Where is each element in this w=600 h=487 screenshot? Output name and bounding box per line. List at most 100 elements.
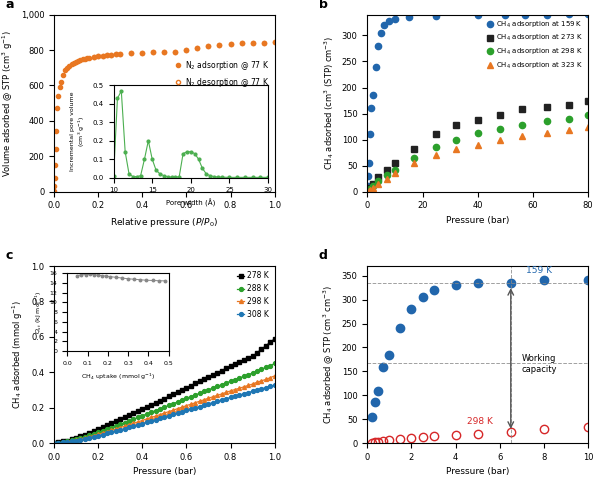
288 K	[99, 428, 106, 434]
N$_2$ adsorption @ 77 K	[112, 51, 119, 57]
CH$_4$ adsorption at 159 K	[365, 160, 373, 166]
N$_2$ desorption @ 77 K	[194, 45, 201, 51]
Legend: N$_2$ adsorption @ 77 K, N$_2$ desorption @ 77 K: N$_2$ adsorption @ 77 K, N$_2$ desorptio…	[173, 57, 271, 91]
CH$_4$ adsorption at 159 K	[474, 12, 481, 18]
Legend: 278 K, 288 K, 298 K, 308 K: 278 K, 288 K, 298 K, 308 K	[235, 270, 271, 320]
N$_2$ desorption @ 77 K	[116, 51, 124, 57]
N$_2$ adsorption @ 77 K	[139, 50, 146, 56]
CH$_4$ adsorption at 298 K	[565, 116, 572, 122]
Line: 288 K: 288 K	[52, 361, 277, 445]
N$_2$ adsorption @ 77 K	[249, 40, 256, 46]
CH$_4$ adsorption at 159 K	[391, 16, 398, 22]
N$_2$ adsorption @ 77 K	[59, 72, 67, 78]
N$_2$ adsorption @ 77 K	[81, 56, 88, 62]
Line: CH$_4$ adsorption at 298 K: CH$_4$ adsorption at 298 K	[365, 112, 591, 194]
N$_2$ adsorption @ 77 K	[70, 60, 77, 66]
288 K	[271, 360, 278, 366]
298 K	[99, 430, 106, 436]
CH$_4$ adsorption at 323 K	[452, 146, 459, 152]
298 K	[266, 375, 274, 380]
N$_2$ desorption @ 77 K	[99, 53, 106, 58]
CH$_4$ adsorption at 159 K	[364, 184, 371, 189]
N$_2$ adsorption @ 77 K	[79, 56, 86, 62]
CH$_4$ adsorption at 323 K	[383, 176, 390, 182]
278 K	[266, 339, 274, 345]
N$_2$ adsorption @ 77 K	[194, 45, 201, 51]
Line: N$_2$ desorption @ 77 K: N$_2$ desorption @ 77 K	[92, 40, 277, 59]
Line: 278 K: 278 K	[52, 337, 277, 445]
CH$_4$ adsorption at 273 K	[543, 104, 550, 110]
CH$_4$ adsorption at 298 K	[367, 186, 374, 192]
CH$_4$ adsorption at 159 K	[377, 30, 385, 36]
Text: Working
capacity: Working capacity	[522, 355, 557, 374]
CH$_4$ adsorption at 323 K	[496, 137, 503, 143]
CH$_4$ adsorption at 159 K	[543, 12, 550, 18]
CH$_4$ adsorption at 323 K	[543, 131, 550, 136]
CH$_4$ adsorption at 273 K	[383, 167, 390, 173]
CH$_4$ adsorption at 323 K	[369, 185, 376, 191]
N$_2$ adsorption @ 77 K	[68, 61, 75, 67]
308 K	[266, 383, 274, 389]
N$_2$ desorption @ 77 K	[216, 42, 223, 48]
308 K	[99, 432, 106, 438]
N$_2$ adsorption @ 77 K	[271, 39, 278, 45]
Text: b: b	[319, 0, 328, 11]
Text: 159 K: 159 K	[526, 266, 552, 275]
288 K	[50, 440, 58, 446]
298 K	[50, 440, 58, 446]
N$_2$ adsorption @ 77 K	[90, 54, 97, 60]
N$_2$ adsorption @ 77 K	[116, 51, 124, 57]
288 K	[209, 385, 217, 391]
Y-axis label: CH$_4$ adsorbed @ STP (cm$^3$ cm$^{-3}$): CH$_4$ adsorbed @ STP (cm$^3$ cm$^{-3}$)	[322, 285, 336, 424]
CH$_4$ adsorption at 298 K	[543, 118, 550, 124]
CH$_4$ adsorption at 298 K	[584, 112, 592, 117]
Y-axis label: Volume adsorbed @ STP (cm$^3$ g$^{-1}$): Volume adsorbed @ STP (cm$^3$ g$^{-1}$)	[1, 30, 15, 177]
N$_2$ adsorption @ 77 K	[54, 106, 61, 112]
CH$_4$ adsorption at 298 K	[433, 145, 440, 150]
N$_2$ desorption @ 77 K	[161, 49, 168, 55]
N$_2$ adsorption @ 77 K	[172, 49, 179, 55]
308 K	[209, 400, 217, 406]
CH$_4$ adsorption at 159 K	[380, 22, 388, 28]
298 K	[209, 394, 217, 400]
N$_2$ adsorption @ 77 K	[66, 63, 73, 69]
298 K	[116, 425, 124, 431]
CH$_4$ adsorption at 273 K	[452, 122, 459, 128]
CH$_4$ adsorption at 273 K	[375, 174, 382, 180]
CH$_4$ adsorption at 298 K	[375, 178, 382, 184]
CH$_4$ adsorption at 323 K	[375, 182, 382, 187]
N$_2$ desorption @ 77 K	[249, 40, 256, 46]
N$_2$ desorption @ 77 K	[103, 52, 110, 58]
288 K	[266, 363, 274, 369]
CH$_4$ adsorption at 323 K	[433, 152, 440, 158]
N$_2$ adsorption @ 77 K	[77, 57, 84, 63]
CH$_4$ adsorption at 273 K	[584, 97, 592, 103]
278 K	[121, 414, 128, 420]
CH$_4$ adsorption at 273 K	[369, 182, 376, 187]
CH$_4$ adsorption at 159 K	[367, 131, 374, 137]
N$_2$ adsorption @ 77 K	[128, 50, 135, 56]
CH$_4$ adsorption at 159 K	[365, 173, 372, 179]
Line: CH$_4$ adsorption at 273 K: CH$_4$ adsorption at 273 K	[365, 97, 591, 193]
278 K	[271, 336, 278, 341]
CH$_4$ adsorption at 273 K	[565, 102, 572, 108]
N$_2$ adsorption @ 77 K	[51, 184, 58, 189]
308 K	[196, 404, 203, 410]
278 K	[50, 440, 58, 446]
278 K	[99, 424, 106, 430]
288 K	[116, 421, 124, 427]
CH$_4$ adsorption at 323 K	[391, 170, 398, 176]
N$_2$ adsorption @ 77 K	[149, 49, 157, 55]
N$_2$ adsorption @ 77 K	[55, 93, 62, 99]
CH$_4$ adsorption at 323 K	[410, 160, 418, 166]
N$_2$ desorption @ 77 K	[238, 40, 245, 46]
N$_2$ adsorption @ 77 K	[216, 42, 223, 48]
N$_2$ desorption @ 77 K	[271, 39, 278, 45]
CH$_4$ adsorption at 159 K	[372, 64, 379, 70]
298 K	[121, 423, 128, 429]
N$_2$ desorption @ 77 K	[95, 53, 102, 59]
N$_2$ adsorption @ 77 K	[227, 41, 234, 47]
CH$_4$ adsorption at 273 K	[391, 160, 398, 166]
Text: d: d	[319, 249, 328, 262]
X-axis label: Relative pressure ($P$/$P_0$): Relative pressure ($P$/$P_0$)	[110, 216, 218, 229]
